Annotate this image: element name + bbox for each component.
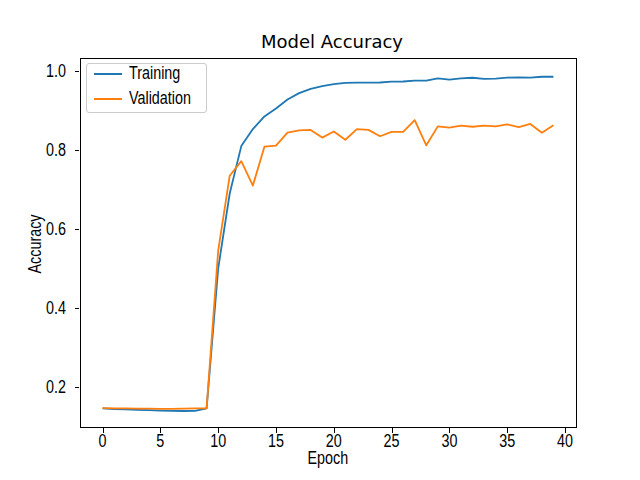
- x-tick-label: 35: [499, 431, 515, 450]
- y-tick-label: 0.2: [46, 378, 66, 397]
- x-tick-label: 15: [268, 431, 284, 450]
- legend-item-training: Training: [87, 64, 206, 84]
- validation-line: [103, 120, 554, 409]
- y-tick-label: 0.8: [46, 141, 66, 160]
- x-tick-label: 0: [99, 431, 107, 450]
- x-tick-label: 10: [210, 431, 226, 450]
- x-tick-label: 30: [441, 431, 457, 450]
- legend-label-training: Training: [129, 65, 180, 83]
- figure: 05101520253035400.20.40.60.81.0Accuracy …: [0, 0, 640, 480]
- chart-title: Model Accuracy: [84, 31, 580, 52]
- validation-line-sample: [94, 98, 122, 100]
- y-tick-label: 0.6: [46, 220, 66, 239]
- x-axis-label: Epoch: [80, 450, 576, 468]
- y-tick-label: 0.4: [46, 299, 66, 318]
- training-line-sample: [94, 73, 122, 75]
- legend-item-validation: Validation: [87, 89, 206, 109]
- training-line: [103, 77, 554, 411]
- x-tick-label: 40: [557, 431, 573, 450]
- legend: Training Validation: [86, 63, 207, 113]
- x-tick-label: 5: [156, 431, 164, 450]
- y-tick-label: 1.0: [46, 62, 66, 81]
- x-tick-label: 25: [384, 431, 400, 450]
- y-axis-label: Accuracy: [26, 214, 45, 273]
- x-tick-label: 20: [326, 431, 342, 450]
- axes-spines: [81, 59, 577, 428]
- legend-label-validation: Validation: [129, 90, 191, 108]
